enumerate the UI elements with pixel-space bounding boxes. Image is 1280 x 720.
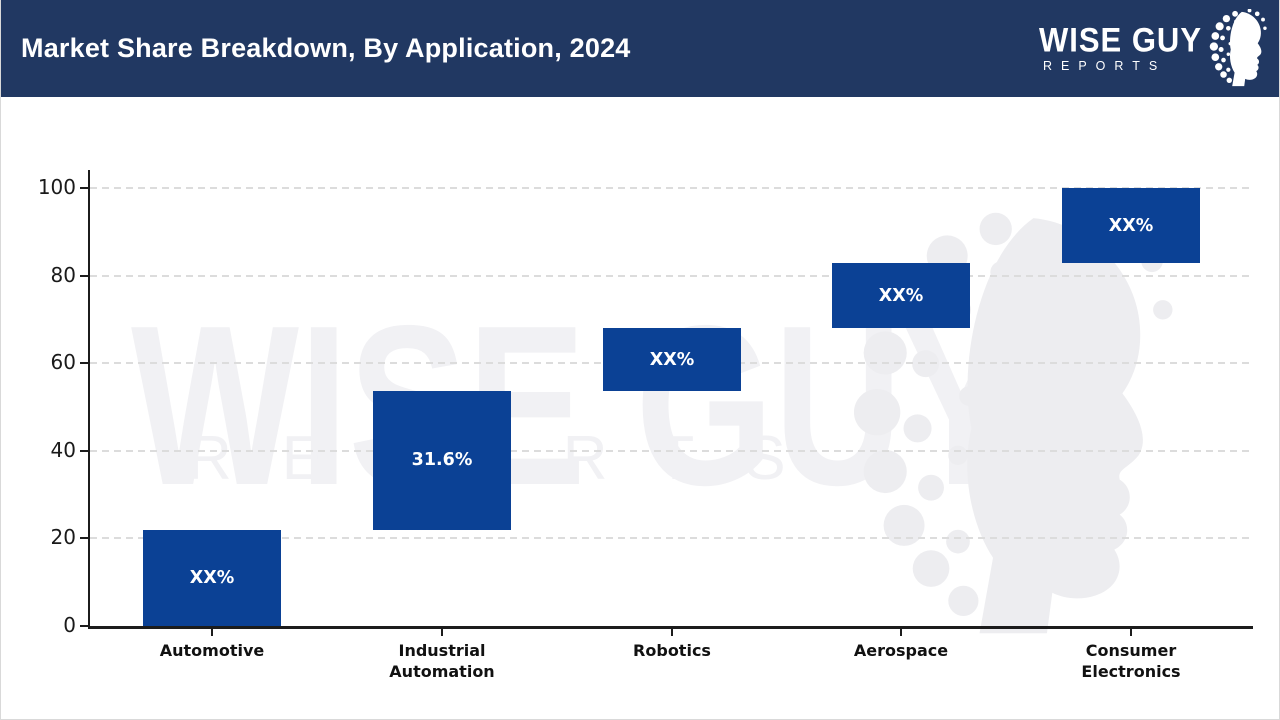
bar-value-label-automotive: XX%	[189, 567, 235, 588]
bar-value-label-aerospace: XX%	[878, 285, 924, 306]
y-axis-tick	[80, 274, 88, 277]
logo-wordmark-block: WISE GUY REPORTS	[1038, 20, 1202, 74]
x-axis-tick	[671, 628, 673, 636]
header-bar: Market Share Breakdown, By Application, …	[1, 0, 1279, 97]
y-axis-tick	[80, 449, 88, 452]
y-tick-label: 60	[50, 350, 76, 375]
gridline-40	[90, 449, 1253, 452]
bar-value-label-industrial-automation: 31.6%	[411, 450, 473, 471]
bar-robotics: XX%	[603, 328, 741, 392]
x-category-label-consumer-electronics: Consumer Electronics	[1081, 641, 1181, 681]
x-axis-tick	[1130, 628, 1132, 636]
bar-consumer-electronics: XX%	[1062, 188, 1200, 264]
logo-wordmark: WISE GUY	[1038, 20, 1202, 60]
page-title: Market Share Breakdown, By Application, …	[21, 33, 631, 63]
gridline-20	[90, 537, 1253, 540]
y-tick-label: 80	[50, 262, 76, 287]
y-axis-line	[88, 170, 90, 628]
x-category-label-automotive: Automotive	[159, 641, 265, 660]
y-axis-tick	[80, 537, 88, 540]
y-axis-tick	[80, 625, 88, 627]
wise-guy-logo: WISE GUY REPORTS	[1039, 9, 1267, 88]
logo-subtitle: REPORTS	[1042, 59, 1167, 74]
y-axis-tick	[80, 187, 88, 189]
x-axis-tick	[900, 628, 902, 636]
bar-industrial-automation: 31.6%	[373, 391, 511, 530]
x-axis-line	[88, 626, 1253, 629]
x-category-label-aerospace: Aerospace	[853, 641, 949, 660]
bar-value-label-consumer-electronics: XX%	[1108, 215, 1154, 236]
bar-value-label-robotics: XX%	[649, 349, 695, 370]
y-tick-label: 0	[63, 613, 76, 637]
y-tick-label: 20	[50, 525, 76, 550]
x-axis-tick	[441, 628, 443, 636]
x-category-label-industrial-automation: Industrial Automation	[389, 641, 495, 681]
y-tick-label: 40	[50, 437, 76, 462]
bar-automotive: XX%	[143, 529, 281, 626]
y-tick-label: 100	[37, 175, 76, 199]
x-category-label-robotics: Robotics	[633, 641, 711, 660]
gridline-80	[90, 274, 1253, 277]
x-axis-tick	[211, 628, 213, 636]
y-axis-tick	[80, 362, 88, 365]
gridline-100	[90, 187, 1253, 189]
bar-aerospace: XX%	[832, 263, 970, 329]
